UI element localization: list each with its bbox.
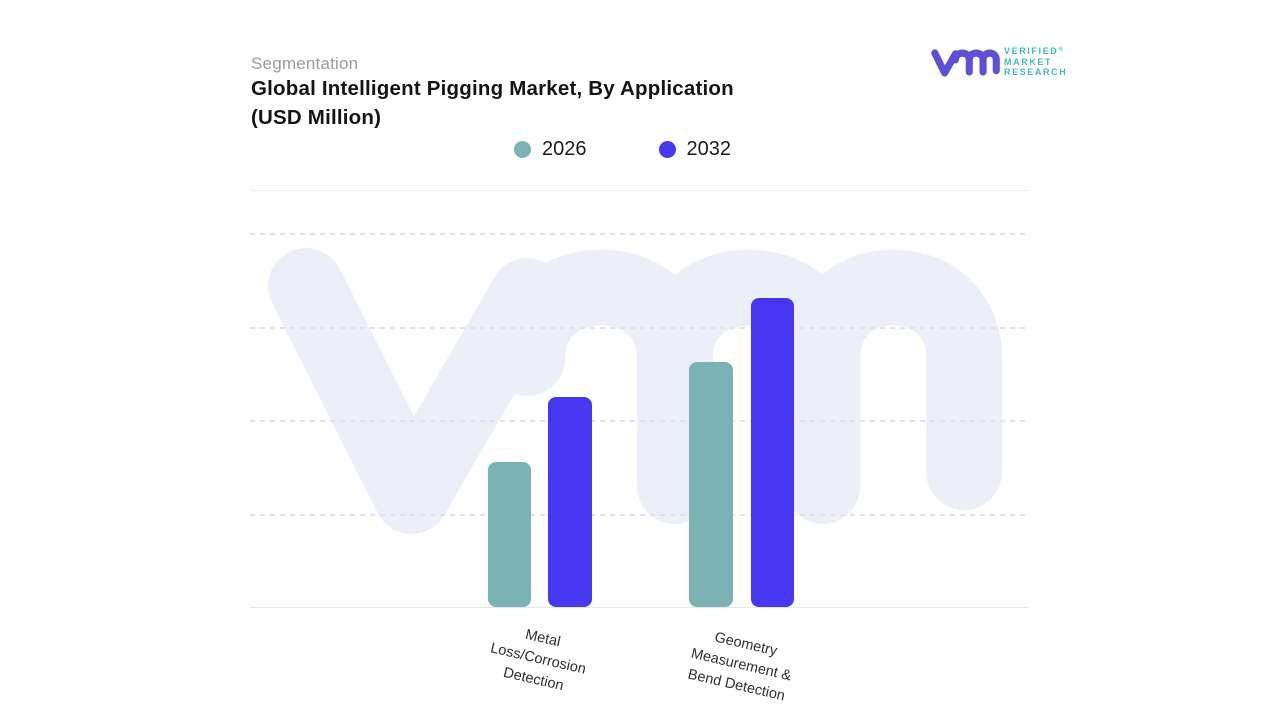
x-axis-baseline <box>250 607 1028 608</box>
header-separator <box>250 190 1028 191</box>
x-axis-label-geometry-measurement-bend-detection: Geometry Measurement & Bend Detection <box>686 629 793 705</box>
chart-title-line1: Global Intelligent Pigging Market, By Ap… <box>251 77 734 100</box>
wordmark-line-2: MARKET <box>1004 56 1053 67</box>
x-axis-label-metal-loss-corrosion-detection: Metal Loss/Corrosion Detection <box>488 626 588 695</box>
bar-2026-metal-loss-corrosion-detection <box>488 461 531 607</box>
gridline-dashed <box>250 513 1028 516</box>
watermark-vmr-monogram-icon <box>268 234 1004 549</box>
gridline-dashed <box>250 233 1028 235</box>
legend-label-2026: 2026 <box>542 138 587 160</box>
chart-title-line2: (USD Million) <box>251 106 382 129</box>
gridline-dashed <box>250 326 1028 329</box>
vmr-logo-monogram-icon <box>931 48 1000 78</box>
legend-item-2026[interactable]: 2026 <box>514 138 587 161</box>
chart-title: Global Intelligent Pigging Market, By Ap… <box>251 74 791 132</box>
section-eyebrow: Segmentation <box>251 54 359 73</box>
chart-legend: 2026 2032 <box>514 138 731 161</box>
wordmark-line-1: VERIFIED® <box>1004 46 1063 56</box>
gridline-dashed <box>250 420 1028 422</box>
bar-2032-geometry-measurement-bend-detection <box>751 298 794 607</box>
legend-label-2032: 2032 <box>686 138 732 160</box>
vmr-logo-wordmark: VERIFIED® MARKET RESEARCH <box>1004 45 1067 78</box>
registered-mark: ® <box>1058 47 1063 53</box>
legend-item-2032[interactable]: 2032 <box>658 138 732 161</box>
vmr-logo: VERIFIED® MARKET RESEARCH <box>931 40 1072 82</box>
bar-2032-metal-loss-corrosion-detection <box>548 397 592 607</box>
legend-swatch-2032-icon <box>658 141 676 158</box>
wordmark-line-3: RESEARCH <box>1004 67 1068 77</box>
bar-2026-geometry-measurement-bend-detection <box>689 362 733 607</box>
chart-plot-area <box>250 233 1028 608</box>
legend-swatch-2026-icon <box>514 141 531 158</box>
